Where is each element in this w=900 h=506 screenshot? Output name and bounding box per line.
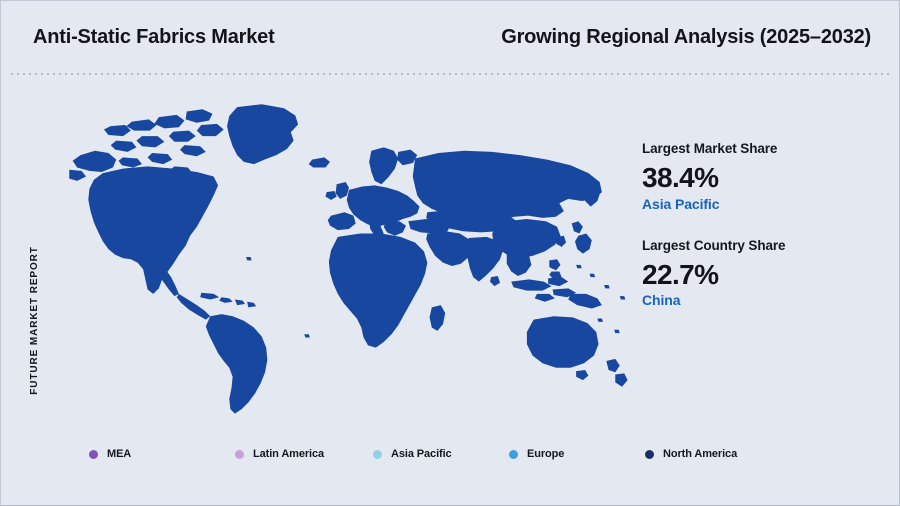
header-divider	[9, 73, 893, 75]
stat-label-country-share: Largest Country Share	[642, 237, 786, 253]
legend-item-europe: Europe	[509, 448, 564, 460]
legend-label-europe: Europe	[527, 448, 565, 460]
stat-region-market-share: Asia Pacific	[642, 195, 720, 212]
region-legend: MEA Latin America Asia Pacific Europe No…	[89, 448, 809, 466]
stat-region-country-share: China	[642, 292, 681, 309]
legend-label-latin-america: Latin America	[253, 448, 325, 460]
stat-value-country-share: 22.7%	[642, 258, 719, 290]
world-map-landmasses	[69, 104, 628, 414]
header-bar: Anti-Static Fabrics Market Growing Regio…	[1, 1, 899, 73]
stat-value-market-share: 38.4%	[642, 162, 719, 193]
legend-item-latin-america: Latin America	[235, 448, 324, 460]
legend-label-north-america: North America	[663, 448, 738, 460]
legend-item-mea: MEA	[89, 448, 131, 460]
stat-block-market-share: Largest Market Share 38.4% Asia Pacific	[642, 141, 887, 212]
legend-item-north-america: North America	[645, 448, 737, 460]
brand-vertical-text: FUTURE MARKET REPORT	[28, 246, 40, 395]
brand-vertical-label: FUTURE MARKET REPORT	[27, 233, 41, 413]
legend-dot-icon-mea	[89, 449, 98, 459]
legend-dot-icon-latin-america	[235, 449, 244, 459]
page-title: Anti-Static Fabrics Market	[33, 25, 275, 48]
stats-panel: Largest Market Share 38.4% Asia Pacific …	[642, 141, 887, 308]
legend-label-mea: MEA	[107, 448, 132, 460]
legend-item-asia-pacific: Asia Pacific	[373, 448, 452, 460]
stat-block-country-share: Largest Country Share 22.7% China	[642, 238, 887, 309]
world-map	[69, 97, 629, 417]
stat-label-market-share: Largest Market Share	[642, 141, 778, 156]
legend-dot-icon-europe	[509, 449, 518, 459]
world-map-svg	[69, 104, 628, 414]
legend-dot-icon-north-america	[645, 449, 654, 459]
legend-label-asia-pacific: Asia Pacific	[391, 448, 452, 460]
header-subtitle: Growing Regional Analysis (2025–2032)	[501, 25, 871, 48]
legend-dot-icon-asia-pacific	[373, 449, 382, 459]
